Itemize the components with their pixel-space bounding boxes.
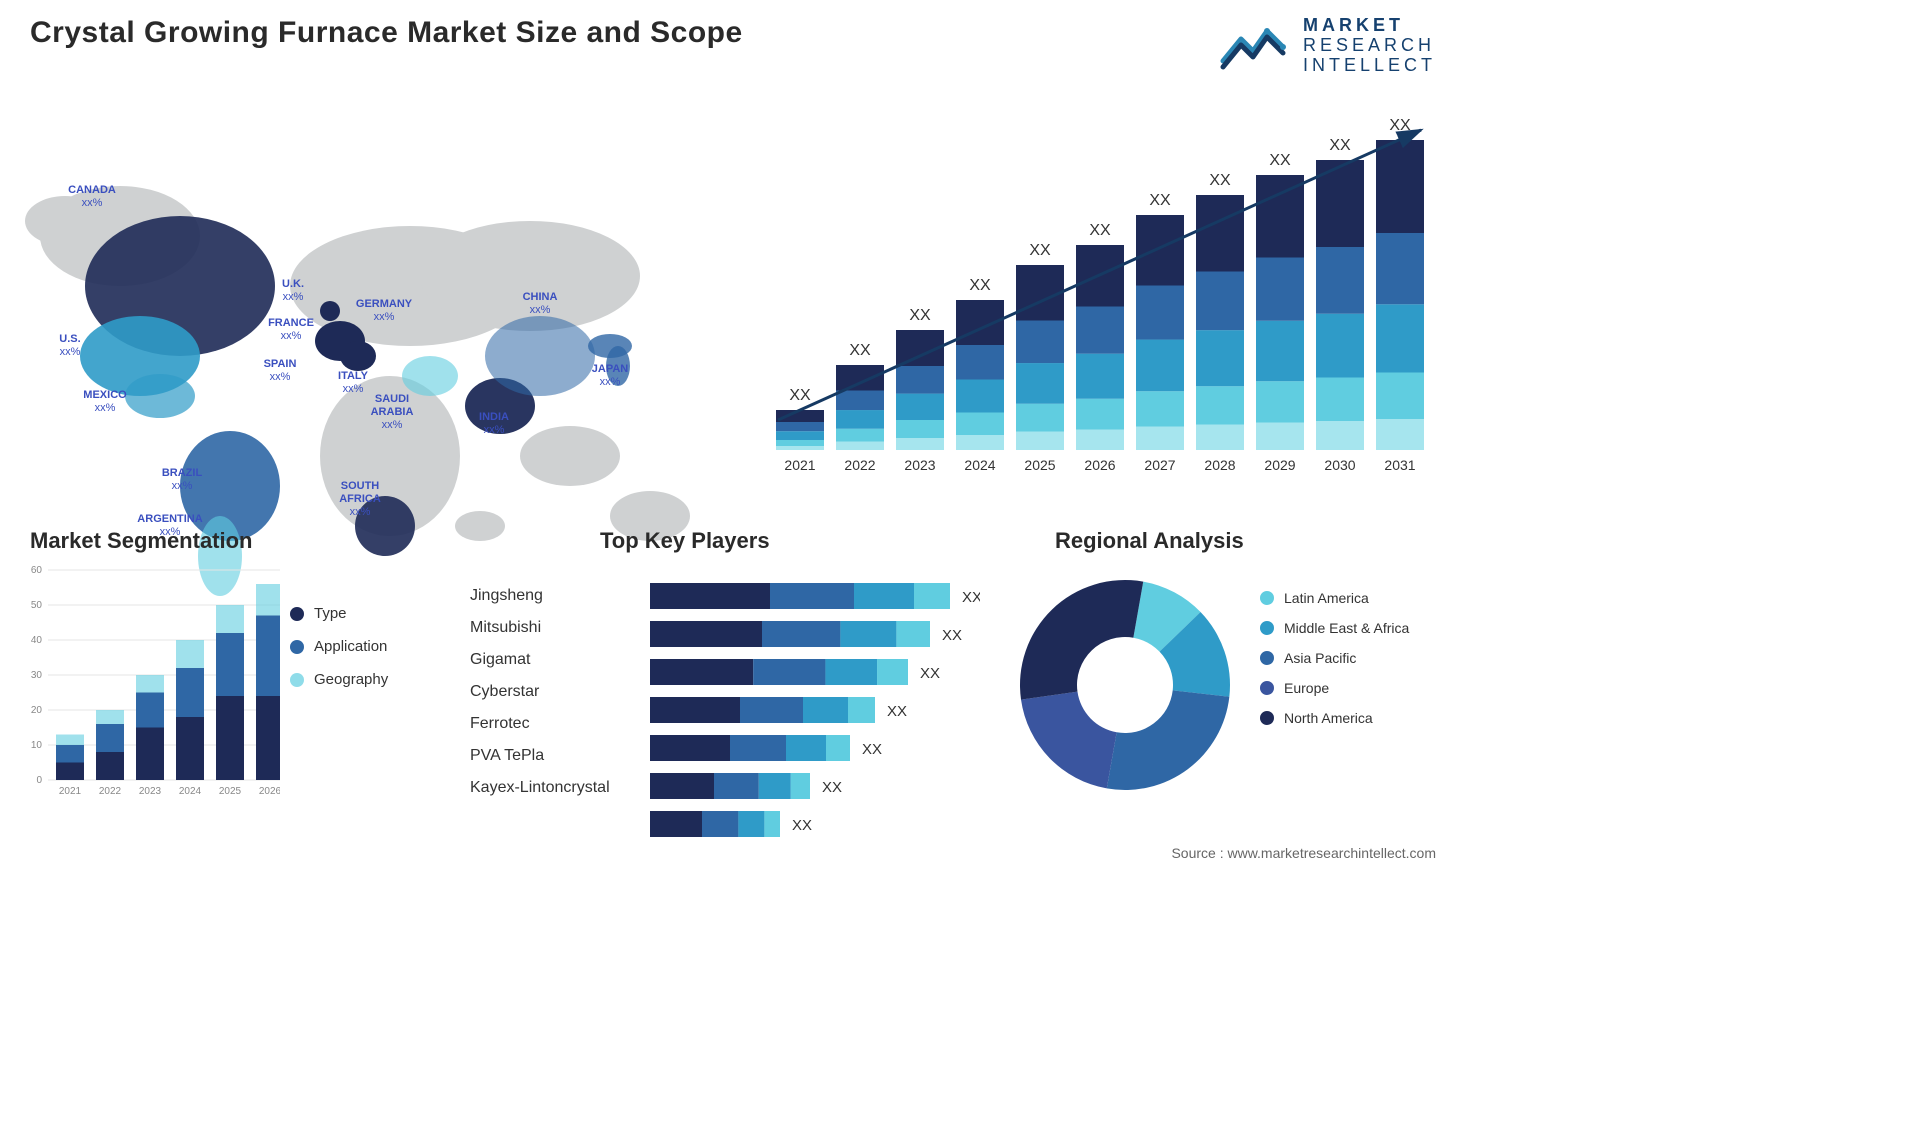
- map-label: CHINAxx%: [523, 291, 558, 317]
- legend-item: Geography: [290, 671, 450, 688]
- svg-text:20: 20: [31, 705, 43, 716]
- page-title: Crystal Growing Furnace Market Size and …: [30, 16, 743, 50]
- logo-text: MARKET RESEARCH INTELLECT: [1303, 16, 1436, 75]
- svg-text:XX: XX: [909, 307, 931, 324]
- legend-item: Application: [290, 638, 450, 655]
- map-label: SAUDIARABIAxx%: [371, 393, 414, 433]
- keyplayer-name: Ferrotec: [470, 708, 610, 740]
- svg-text:XX: XX: [1209, 172, 1231, 189]
- keyplayer-name: Mitsubishi: [470, 612, 610, 644]
- map-label: GERMANYxx%: [356, 298, 412, 324]
- svg-text:XX: XX: [789, 387, 811, 404]
- svg-text:10: 10: [31, 740, 43, 751]
- section-title-segmentation: Market Segmentation: [30, 528, 253, 554]
- segmentation-legend: Type Application Geography: [290, 605, 450, 704]
- map-label: ITALYxx%: [338, 370, 368, 396]
- keyplayer-name: PVA TePla: [470, 740, 610, 772]
- svg-text:2024: 2024: [964, 457, 995, 473]
- svg-text:60: 60: [31, 565, 43, 576]
- svg-text:50: 50: [31, 600, 43, 611]
- keyplayer-name: Kayex-Lintoncrystal: [470, 772, 610, 804]
- svg-text:30: 30: [31, 670, 43, 681]
- svg-text:0: 0: [36, 775, 42, 786]
- svg-text:2022: 2022: [844, 457, 875, 473]
- svg-text:XX: XX: [942, 627, 962, 644]
- map-label: U.S.xx%: [59, 333, 80, 359]
- svg-text:2022: 2022: [99, 786, 122, 797]
- regional-legend: Latin America Middle East & Africa Asia Pa…: [1260, 590, 1409, 740]
- world-map: CANADAxx%U.S.xx%MEXICOxx%BRAZILxx%ARGENT…: [10, 86, 730, 506]
- svg-text:2026: 2026: [259, 786, 280, 797]
- legend-item: Asia Pacific: [1260, 650, 1409, 666]
- legend-item: Europe: [1260, 680, 1409, 696]
- section-title-regional: Regional Analysis: [1055, 528, 1244, 554]
- keyplayer-bar-chart: XX XX XX XX XX XX XX: [650, 575, 980, 855]
- regional-donut: [1010, 570, 1240, 800]
- keyplayer-name: Cyberstar: [470, 676, 610, 708]
- map-label: INDIAxx%: [479, 411, 509, 437]
- svg-text:XX: XX: [1269, 152, 1291, 169]
- svg-text:XX: XX: [1029, 242, 1051, 259]
- svg-text:40: 40: [31, 635, 43, 646]
- svg-text:XX: XX: [1329, 137, 1351, 154]
- keyplayer-name: Jingsheng: [470, 580, 610, 612]
- map-label: SPAINxx%: [264, 358, 297, 384]
- legend-item: Middle East & Africa: [1260, 620, 1409, 636]
- svg-text:XX: XX: [862, 741, 882, 758]
- keyplayer-name-list: JingshengMitsubishiGigamatCyberstarFerro…: [470, 580, 610, 804]
- svg-text:2027: 2027: [1144, 457, 1175, 473]
- svg-text:XX: XX: [849, 342, 871, 359]
- map-label: FRANCExx%: [268, 317, 314, 343]
- svg-text:2023: 2023: [139, 786, 162, 797]
- svg-text:2021: 2021: [784, 457, 815, 473]
- svg-text:XX: XX: [822, 779, 842, 796]
- growth-bar-chart: 2021 XX 2022 XX 2023 XX 2024 XX 2025 XX 2026 XX 2027…: [766, 100, 1436, 490]
- segmentation-chart: 0 10 20 30 40 50 60 2021 2022 2023 2024 2025 2026: [20, 560, 280, 835]
- map-label: SOUTHAFRICAxx%: [339, 480, 381, 520]
- svg-text:XX: XX: [1149, 192, 1171, 209]
- svg-text:XX: XX: [792, 817, 812, 834]
- svg-text:XX: XX: [887, 703, 907, 720]
- svg-text:XX: XX: [1089, 222, 1111, 239]
- svg-text:XX: XX: [920, 665, 940, 682]
- keyplayer-name: Gigamat: [470, 644, 610, 676]
- map-label: CANADAxx%: [68, 184, 116, 210]
- svg-text:XX: XX: [962, 589, 980, 606]
- legend-item: Latin America: [1260, 590, 1409, 606]
- svg-text:2026: 2026: [1084, 457, 1115, 473]
- svg-text:2030: 2030: [1324, 457, 1355, 473]
- svg-text:2025: 2025: [1024, 457, 1055, 473]
- svg-text:XX: XX: [1389, 117, 1411, 134]
- source-text: Source : www.marketresearchintellect.com: [1171, 845, 1436, 861]
- svg-text:2029: 2029: [1264, 457, 1295, 473]
- svg-text:2028: 2028: [1204, 457, 1235, 473]
- map-label: JAPANxx%: [592, 363, 628, 389]
- svg-text:2024: 2024: [179, 786, 202, 797]
- map-label: BRAZILxx%: [162, 467, 202, 493]
- logo: MARKET RESEARCH INTELLECT: [1219, 16, 1436, 75]
- map-label: U.K.xx%: [282, 278, 304, 304]
- svg-text:2031: 2031: [1384, 457, 1415, 473]
- legend-item: Type: [290, 605, 450, 622]
- svg-text:2025: 2025: [219, 786, 242, 797]
- svg-text:2023: 2023: [904, 457, 935, 473]
- section-title-keyplayers: Top Key Players: [600, 528, 770, 554]
- svg-text:XX: XX: [969, 277, 991, 294]
- svg-text:2021: 2021: [59, 786, 82, 797]
- map-label: MEXICOxx%: [83, 389, 126, 415]
- logo-icon: [1219, 21, 1289, 71]
- legend-item: North America: [1260, 710, 1409, 726]
